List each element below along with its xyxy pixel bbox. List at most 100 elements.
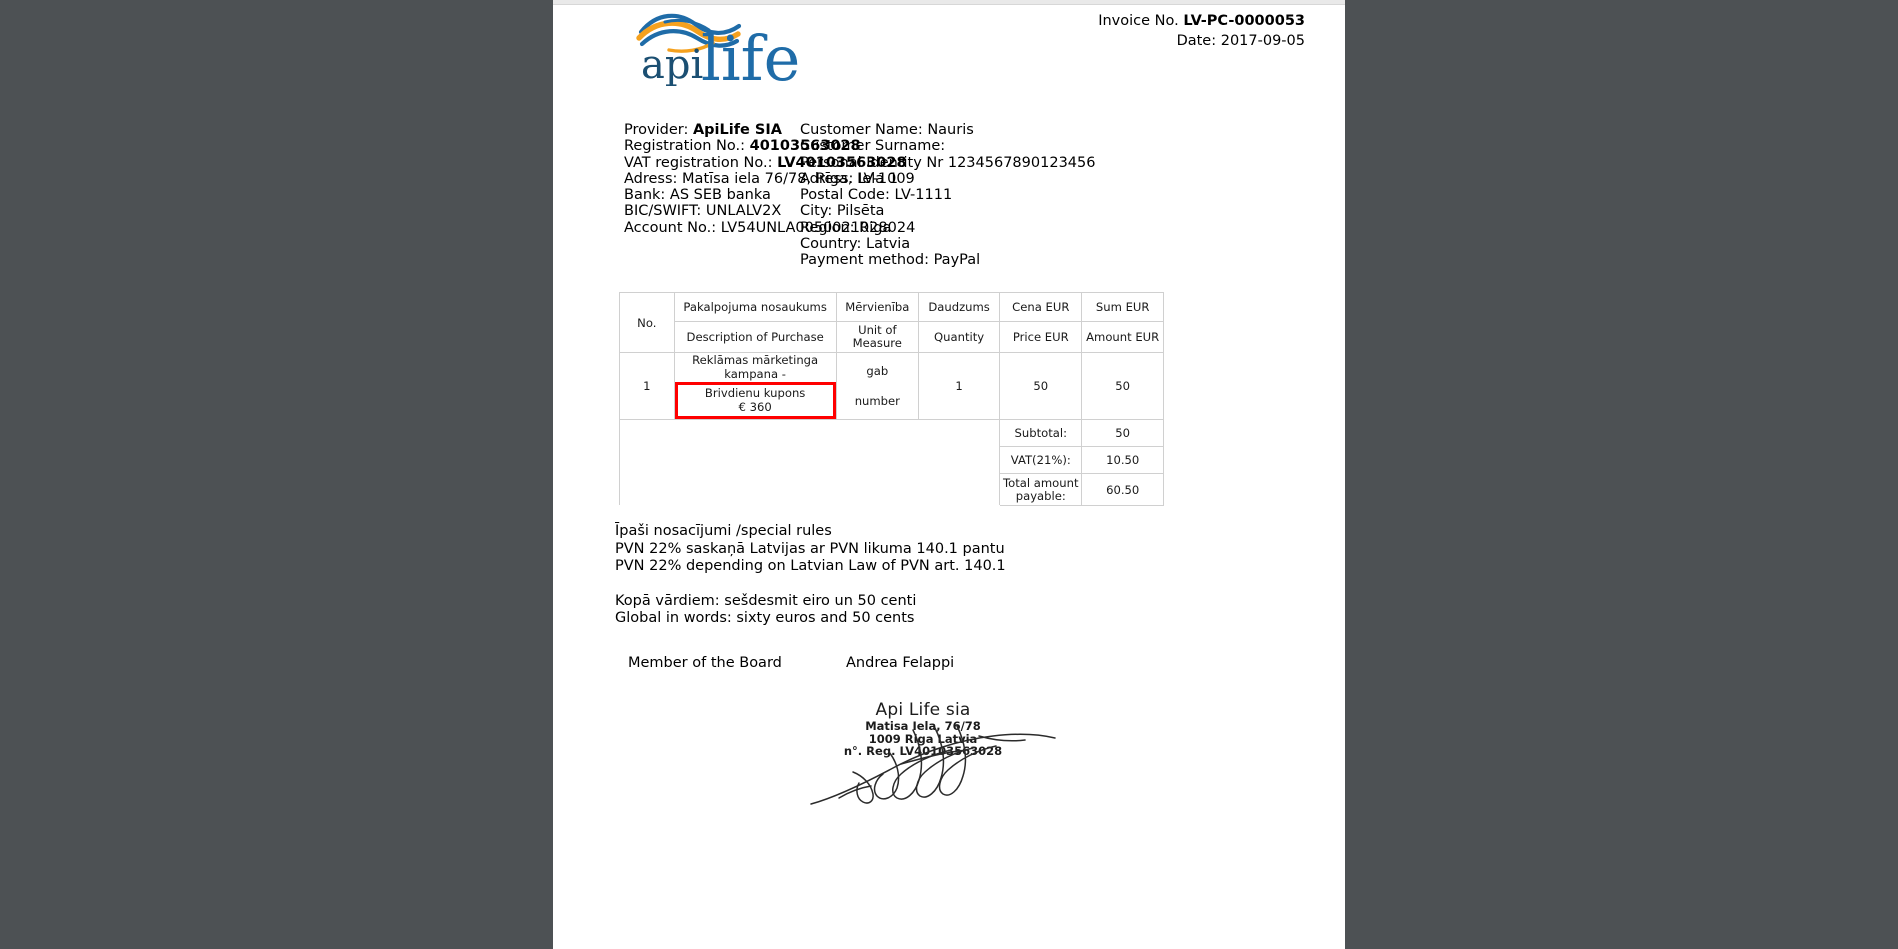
total-label-line1: Total amount — [1003, 475, 1079, 490]
payment-method-label: Payment method: — [800, 252, 929, 269]
parties-section: Provider: ApiLife SIA Registration No.: … — [553, 122, 1345, 272]
provider-value: ApiLife SIA — [692, 122, 782, 138]
invoice-number-line: Invoice No. LV-PC-0000053 — [1098, 11, 1305, 31]
stamp-title: Api Life sia — [875, 700, 971, 720]
notes-line-2: PVN 22% saskaņā Latvijas ar PVN likuma 1… — [615, 540, 1005, 557]
table-header-row-lv: No. Pakalpojuma nosaukums Mērvienība Dau… — [619, 292, 1164, 353]
unit-en-line2: Measure — [852, 336, 902, 350]
customer-row: Postal Code: LV-1111 — [800, 187, 1095, 203]
account-no-value: LV54UNLA0050021028024 — [720, 219, 916, 236]
vat-row: VAT(21%): 10.50 — [620, 446, 1164, 474]
invoice-page: api life Invoice No. LV-PC-0000053 Date:… — [553, 0, 1345, 949]
customer-row: Customer Surname: — [800, 138, 1095, 154]
registration-no-value: 40103563028 — [749, 138, 861, 155]
country-label: Country: — [800, 236, 862, 253]
invoice-no-label: Invoice No. — [1098, 13, 1179, 29]
registration-no-label: Registration No.: — [624, 138, 746, 155]
row-description: Reklāmas mārketinga kampana - Brivdienu … — [673, 352, 837, 420]
invoice-items-table: No. Pakalpojuma nosaukums Mērvienība Dau… — [618, 292, 1164, 506]
swift-label: BIC/SWIFT: — [624, 203, 702, 220]
table-header-sum-lv: Sum EUR — [1081, 292, 1164, 322]
customer-row: Customer Name: Nauris — [800, 122, 1095, 138]
table-header-row-en: Description of Purchase Unit of Measure … — [620, 321, 1164, 353]
table-header-desc-en: Description of Purchase — [673, 321, 837, 353]
provider-block: Provider: ApiLife SIA Registration No.: … — [624, 122, 915, 236]
stamp-text-block: Api Life sia Matisa Iela, 76/78 1009 Rig… — [808, 700, 1038, 758]
provider-row: Adress: Matīsa iela 76/78, Rīga, LV-1009 — [624, 171, 915, 187]
customer-name-label: Customer Name: — [800, 122, 923, 138]
row-unit: gab number — [835, 352, 919, 420]
provider-row: VAT registration No.: LV40103563028 — [624, 155, 915, 171]
table-header-unit-lv: Mērvienība — [835, 292, 919, 322]
notes-line-4: Kopā vārdiem: sešdesmit eiro un 50 centi — [615, 592, 917, 609]
invoice-no-value: LV-PC-0000053 — [1183, 13, 1305, 29]
vat-label: VAT(21%): — [999, 446, 1083, 474]
payment-method-value: PayPal — [933, 252, 981, 269]
unit-en-line1: Unit of — [858, 323, 897, 337]
notes-line-1: Īpaši nosacījumi /special rules — [615, 523, 832, 539]
row-amount: 50 — [1081, 352, 1164, 420]
vat-registration-value: LV40103563028 — [777, 154, 907, 171]
invoice-meta: Invoice No. LV-PC-0000053 Date: 2017-09-… — [1098, 11, 1305, 51]
customer-row: Region: Riga — [800, 220, 1095, 236]
logo-text-life: life — [701, 22, 800, 86]
stamp-address-line1: Matisa Iela, 76/78 — [865, 719, 981, 733]
row-no: 1 — [619, 352, 675, 420]
provider-row: BIC/SWIFT: UNLALV2X — [624, 203, 915, 219]
invoice-header: api life Invoice No. LV-PC-0000053 Date:… — [553, 6, 1345, 102]
customer-block: Customer Name: Nauris Customer Surname: … — [800, 122, 1095, 269]
country-value: Latvia — [866, 236, 911, 253]
customer-address-value: Iela 1 — [858, 170, 898, 187]
row-unit-en: number — [854, 394, 900, 408]
vat-value: 10.50 — [1081, 446, 1164, 474]
table-empty-area — [618, 419, 1001, 506]
invoice-date-label: Date: — [1176, 33, 1217, 49]
table-header-qty-en: Quantity — [917, 321, 1001, 353]
customer-row: Payment method: PayPal — [800, 252, 1095, 268]
company-stamp: Api Life sia Matisa Iela, 76/78 1009 Rig… — [808, 700, 1068, 810]
customer-surname-label: Customer Surname: — [800, 138, 946, 155]
table-header-qty-lv: Daudzums — [917, 292, 1001, 322]
table-header-sum-en: Amount EUR — [1081, 321, 1164, 353]
bank-value: AS SEB banka — [669, 187, 771, 204]
total-payable-label: Total amount payable: — [999, 473, 1083, 506]
customer-row: City: Pilsēta — [800, 203, 1095, 219]
logo-text-api: api — [641, 42, 703, 86]
notes-line-5: Global in words: sixty euros and 50 cent… — [615, 610, 915, 626]
table-row: 1 Reklāmas mārketinga kampana - Brivdien… — [619, 352, 1164, 420]
provider-row: Registration No.: 40103563028 — [624, 138, 915, 154]
table-header-price-en: Price EUR — [999, 321, 1083, 353]
vat-registration-label: VAT registration No.: — [624, 154, 773, 171]
row-unit-lv: gab — [866, 364, 889, 378]
customer-row: Personal Identity Nr 1234567890123456 — [800, 155, 1095, 171]
city-value: Pilsēta — [836, 203, 885, 220]
customer-row: Adress: Iela 1 — [800, 171, 1095, 187]
total-payable-row: Total amount payable: 60.50 — [620, 473, 1164, 506]
swift-value: UNLALV2X — [705, 203, 782, 220]
customer-name-value: Nauris — [927, 122, 974, 138]
invoice-date-line: Date: 2017-09-05 — [1098, 31, 1305, 51]
region-label: Region: — [800, 219, 855, 236]
highlighted-voucher-text: Brivdienu kupons € 360 — [674, 382, 836, 419]
logo-waves — [636, 13, 742, 53]
customer-address-label: Adress: — [800, 170, 854, 187]
invoice-date-value: 2017-09-05 — [1220, 33, 1305, 49]
page-top-strip — [553, 0, 1345, 5]
row-price: 50 — [999, 352, 1083, 420]
postal-code-label: Postal Code: — [800, 187, 890, 204]
subtotal-value: 50 — [1081, 419, 1164, 447]
notes-spacer — [615, 576, 1006, 593]
provider-label: Provider: — [624, 122, 689, 138]
member-of-board-label: Member of the Board — [628, 655, 782, 671]
stamp-registration-line: n°. Reg. LV40103563028 — [843, 744, 1003, 758]
provider-address-label: Adress: — [624, 170, 678, 187]
provider-address-value: Matīsa iela 76/78, Rīga, LV-1009 — [682, 170, 915, 187]
postal-code-value: LV-1111 — [894, 187, 953, 204]
table-header-unit-en: Unit of Measure — [835, 321, 919, 353]
signer-name: Andrea Felappi — [846, 655, 955, 671]
table-header-desc-lv: Pakalpojuma nosaukums — [673, 292, 837, 322]
apilife-logo: api life — [635, 6, 845, 86]
provider-row: Account No.: LV54UNLA0050021028024 — [624, 220, 915, 236]
provider-row: Bank: AS SEB banka — [624, 187, 915, 203]
account-no-label: Account No.: — [624, 219, 717, 236]
